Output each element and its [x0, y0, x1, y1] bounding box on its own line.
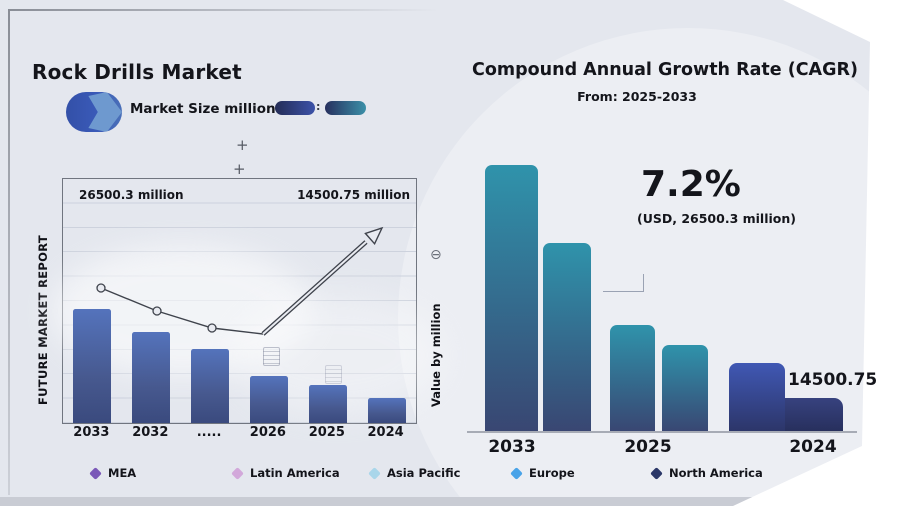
market-size-x-label: 2025	[308, 425, 345, 440]
bottom-shadow-strip	[0, 497, 900, 506]
cagr-x-label: 2033	[488, 437, 536, 457]
market-size-bar-1	[73, 309, 112, 423]
cagr-bar-2025-primary	[610, 325, 655, 432]
plus-mark-2: +	[233, 160, 246, 178]
value-axis-label: Value by million	[429, 303, 443, 407]
cagr-title: Compound Annual Growth Rate (CAGR)	[472, 60, 858, 80]
legend-label: North America	[669, 466, 763, 480]
market-size-chart: 26500.3 million 14500.75 million	[51, 178, 443, 424]
cagr-bar-2033-primary	[485, 164, 538, 432]
frame-left-border	[8, 9, 10, 495]
market-size-x-label: 2032	[132, 425, 169, 440]
market-size-bar-6	[367, 398, 406, 423]
frame-top-border	[8, 9, 438, 11]
ratio-pill-right-icon	[325, 101, 366, 115]
legend-diamond-icon	[89, 466, 102, 480]
cagr-bar-2024-primary	[729, 362, 785, 432]
market-size-label: Market Size million	[130, 101, 276, 117]
market-size-bar-2	[132, 332, 171, 423]
chart-annotation-left: 26500.3 million	[79, 188, 184, 202]
cagr-x-label: 2025	[624, 437, 672, 457]
zoom-out-icon: ⊖	[430, 247, 442, 263]
market-size-bar-5	[308, 384, 347, 423]
ratio-colon: :	[316, 100, 321, 113]
cagr-subtitle: From: 2025-2033	[577, 89, 697, 104]
ghost-document-icon	[325, 365, 342, 384]
ratio-pill-left-icon	[275, 101, 315, 115]
cagr-note: (USD, 26500.3 million)	[637, 211, 796, 226]
cagr-x-label: 2024	[789, 437, 837, 457]
cagr-x-axis: 2033 2025 2024	[467, 437, 857, 459]
legend-item-north-america: North America	[650, 466, 763, 480]
cagr-value: 7.2%	[641, 164, 741, 205]
cagr-x-axis-line	[467, 431, 857, 433]
market-size-x-label: 2024	[367, 425, 404, 440]
trend-arrow-line	[96, 226, 384, 336]
cagr-bar-2033-secondary	[543, 243, 591, 432]
cagr-bar-2025-secondary	[662, 345, 708, 432]
legend-item-latin-america: Latin America	[231, 466, 340, 480]
market-size-x-label: .....	[196, 425, 222, 440]
market-size-bar-3	[191, 349, 230, 423]
vertical-watermark: FUTURE MARKET REPORT	[36, 235, 50, 406]
legend-item-asia-pacific: Asia Pacific	[368, 466, 461, 480]
market-size-bars	[63, 179, 416, 423]
legend-label: Latin America	[250, 466, 340, 480]
legend-diamond-icon	[510, 466, 523, 480]
step-line-decoration	[603, 274, 644, 292]
legend-diamond-icon	[231, 466, 244, 480]
cylinder-icon	[66, 92, 122, 132]
market-size-x-label: 2026	[249, 425, 286, 440]
legend-diamond-icon	[368, 466, 381, 480]
cagr-bars	[467, 160, 857, 432]
legend-label: MEA	[108, 466, 137, 480]
cagr-bar-2024-secondary	[785, 398, 843, 432]
ghost-document-icon	[263, 347, 280, 366]
cylinder-face-icon	[88, 92, 122, 132]
legend-item-europe: Europe	[510, 466, 575, 480]
legend-label: Asia Pacific	[387, 466, 461, 480]
chart-annotation-right: 14500.75 million	[297, 188, 410, 202]
bar-value-label: 14500.75	[788, 370, 878, 390]
legend-item-mea: MEA	[89, 466, 137, 480]
market-size-x-label: 2033	[73, 425, 110, 440]
market-size-bar-4	[249, 375, 288, 423]
region-legend: MEA Latin America Asia Pacific Europe North …	[0, 466, 900, 484]
plus-mark-1: +	[236, 136, 249, 154]
legend-label: Europe	[529, 466, 575, 480]
market-size-x-axis: 2033 2032..... 2026 2025 2024	[62, 425, 415, 443]
page-title: Rock Drills Market	[32, 60, 242, 84]
legend-diamond-icon	[650, 466, 663, 480]
